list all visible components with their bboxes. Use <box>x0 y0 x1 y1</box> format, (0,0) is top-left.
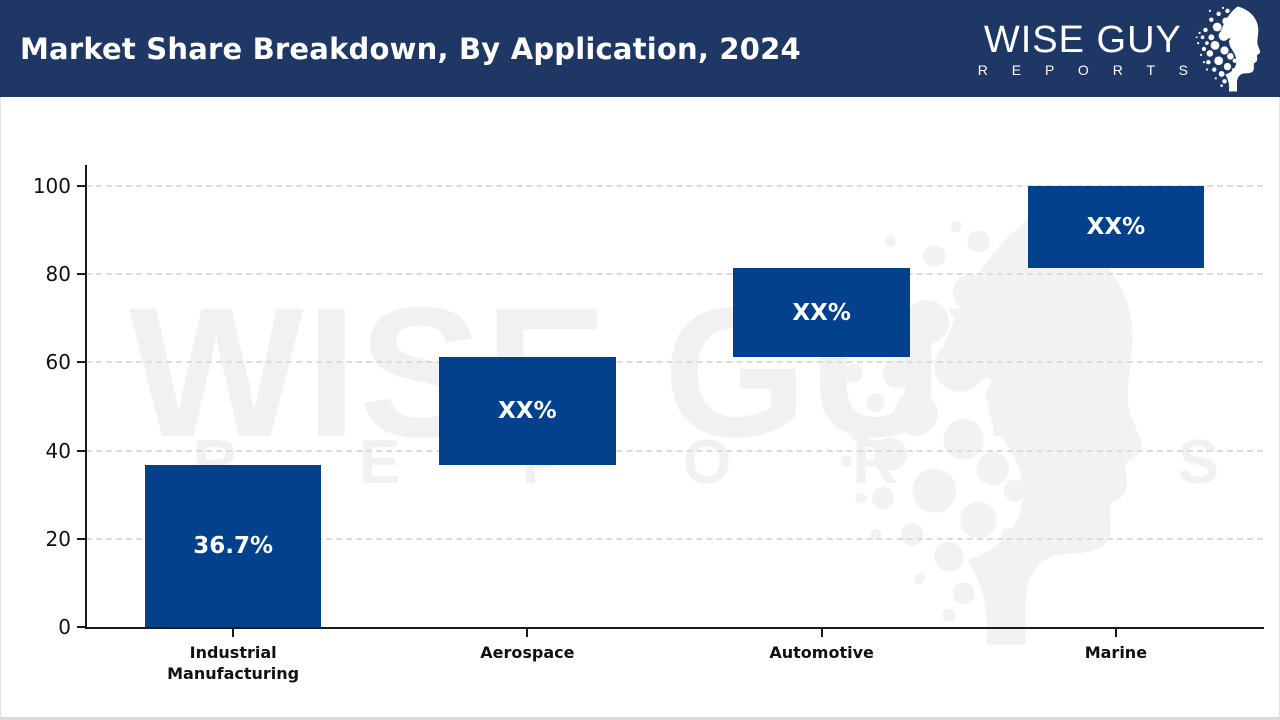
y-tick-mark <box>77 273 85 276</box>
gridline <box>86 185 1263 187</box>
x-tick-label: Marine <box>1084 643 1148 662</box>
bar-value-label: XX% <box>792 299 851 326</box>
waterfall-bar: XX% <box>439 357 616 466</box>
logo-brand-name: WISE GUY <box>983 19 1182 61</box>
y-tick-label: 60 <box>45 350 71 375</box>
y-tick-label: 0 <box>58 615 71 639</box>
x-tick-mark <box>526 629 529 637</box>
wiseguy-logo: WISE GUY R E P O R T S <box>968 4 1268 94</box>
bar-value-label: XX% <box>498 398 557 425</box>
x-tick-mark <box>820 629 823 637</box>
y-tick-label: 80 <box>45 262 71 287</box>
logo-brand-subtitle: R E P O R T S <box>977 62 1198 78</box>
y-tick-label: 20 <box>45 526 71 551</box>
logo-text: WISE GUY R E P O R T S <box>968 20 1198 78</box>
logo-face-icon <box>1195 6 1261 92</box>
x-axis-line <box>85 627 1264 629</box>
x-tick-label: Aerospace <box>480 643 575 662</box>
gridline <box>86 273 1263 276</box>
gridline <box>86 537 1263 540</box>
y-tick-mark <box>77 626 85 628</box>
bar-value-label: XX% <box>1086 214 1146 240</box>
waterfall-bar: 36.7% <box>144 465 322 627</box>
x-tick-mark <box>1114 629 1117 637</box>
y-tick-label: 100 <box>32 174 71 198</box>
y-axis-line <box>85 165 87 629</box>
waterfall-bar: XX% <box>733 268 910 358</box>
y-tick-label: 40 <box>45 438 71 463</box>
bar-value-label: 36.7% <box>193 533 274 560</box>
x-tick-label: Automotive <box>769 643 874 662</box>
gridline <box>86 449 1263 452</box>
x-tick-label: Industrial Manufacturing <box>167 643 300 683</box>
page-title: Market Share Breakdown, By Application, … <box>20 31 801 66</box>
header-bar: Market Share Breakdown, By Application, … <box>0 0 1280 97</box>
waterfall-bar: XX% <box>1027 186 1205 269</box>
gridline <box>86 361 1263 364</box>
x-tick-mark <box>232 629 235 637</box>
y-tick-mark <box>77 449 85 452</box>
y-tick-mark <box>77 361 85 364</box>
y-tick-mark <box>77 537 85 540</box>
y-tick-mark <box>77 185 85 187</box>
chart-canvas: WISE GUY R E P O R T S 0 20 40 60 80 100 36.7%… <box>0 97 1280 720</box>
